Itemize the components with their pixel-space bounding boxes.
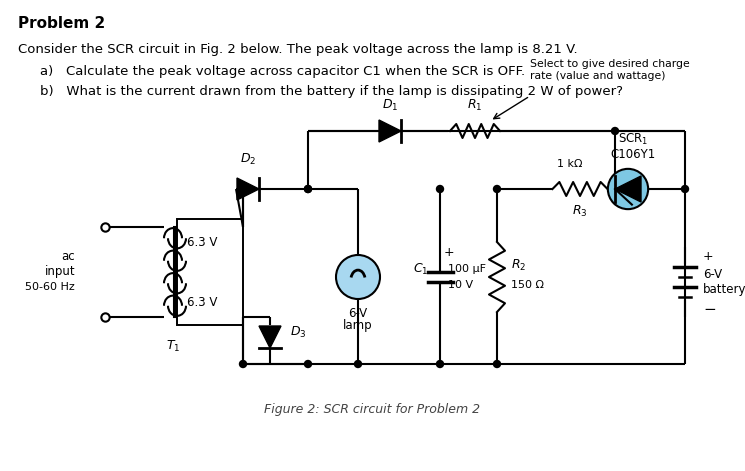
Text: 1 kΩ: 1 kΩ	[557, 159, 583, 169]
Circle shape	[437, 186, 443, 193]
Text: $R_3$: $R_3$	[572, 204, 588, 219]
Text: $T_1$: $T_1$	[166, 339, 180, 354]
Circle shape	[305, 360, 311, 367]
Text: C106Y1: C106Y1	[610, 148, 656, 161]
Circle shape	[682, 186, 688, 193]
Text: $D_1$: $D_1$	[382, 98, 398, 113]
Text: a)   Calculate the peak voltage across capacitor C1 when the SCR is OFF.: a) Calculate the peak voltage across cap…	[40, 65, 525, 78]
Circle shape	[336, 255, 380, 299]
Text: 50-60 Hz: 50-60 Hz	[25, 282, 75, 292]
Text: 10 V: 10 V	[448, 280, 473, 290]
Text: Problem 2: Problem 2	[18, 16, 105, 31]
Polygon shape	[237, 178, 259, 200]
Text: 6-V: 6-V	[349, 307, 367, 320]
Text: $D_3$: $D_3$	[290, 325, 306, 340]
Text: 6.3 V: 6.3 V	[187, 236, 218, 249]
Polygon shape	[259, 326, 281, 348]
Circle shape	[239, 186, 247, 193]
Circle shape	[493, 360, 501, 367]
Circle shape	[239, 360, 247, 367]
Circle shape	[608, 169, 648, 209]
Circle shape	[437, 360, 443, 367]
Text: 6-V: 6-V	[703, 268, 722, 281]
Circle shape	[355, 360, 361, 367]
Text: lamp: lamp	[343, 319, 372, 332]
Text: ac: ac	[61, 251, 75, 263]
Text: Select to give desired charge
rate (value and wattage): Select to give desired charge rate (valu…	[530, 59, 690, 81]
Polygon shape	[615, 176, 641, 202]
Text: $R_1$: $R_1$	[467, 98, 483, 113]
Text: input: input	[45, 266, 75, 278]
Text: $R_2$: $R_2$	[511, 258, 526, 273]
Text: −: −	[703, 302, 716, 317]
Text: 6.3 V: 6.3 V	[187, 295, 218, 309]
Text: +: +	[703, 251, 714, 263]
Text: b)   What is the current drawn from the battery if the lamp is dissipating 2 W o: b) What is the current drawn from the ba…	[40, 85, 623, 98]
Text: $D_2$: $D_2$	[240, 152, 256, 167]
Text: SCR$_1$: SCR$_1$	[618, 132, 648, 147]
Text: battery: battery	[703, 284, 745, 297]
Circle shape	[305, 186, 311, 193]
Circle shape	[612, 128, 618, 135]
Text: +: +	[444, 246, 454, 260]
Text: $C_1$: $C_1$	[413, 261, 428, 276]
Text: Figure 2: SCR circuit for Problem 2: Figure 2: SCR circuit for Problem 2	[264, 403, 480, 416]
Text: 150 Ω: 150 Ω	[511, 280, 544, 290]
Text: 100 μF: 100 μF	[448, 264, 486, 274]
Circle shape	[305, 186, 311, 193]
Polygon shape	[379, 120, 401, 142]
Text: Consider the SCR circuit in Fig. 2 below. The peak voltage across the lamp is 8.: Consider the SCR circuit in Fig. 2 below…	[18, 43, 577, 56]
Circle shape	[493, 186, 501, 193]
Bar	[177, 219, 243, 325]
